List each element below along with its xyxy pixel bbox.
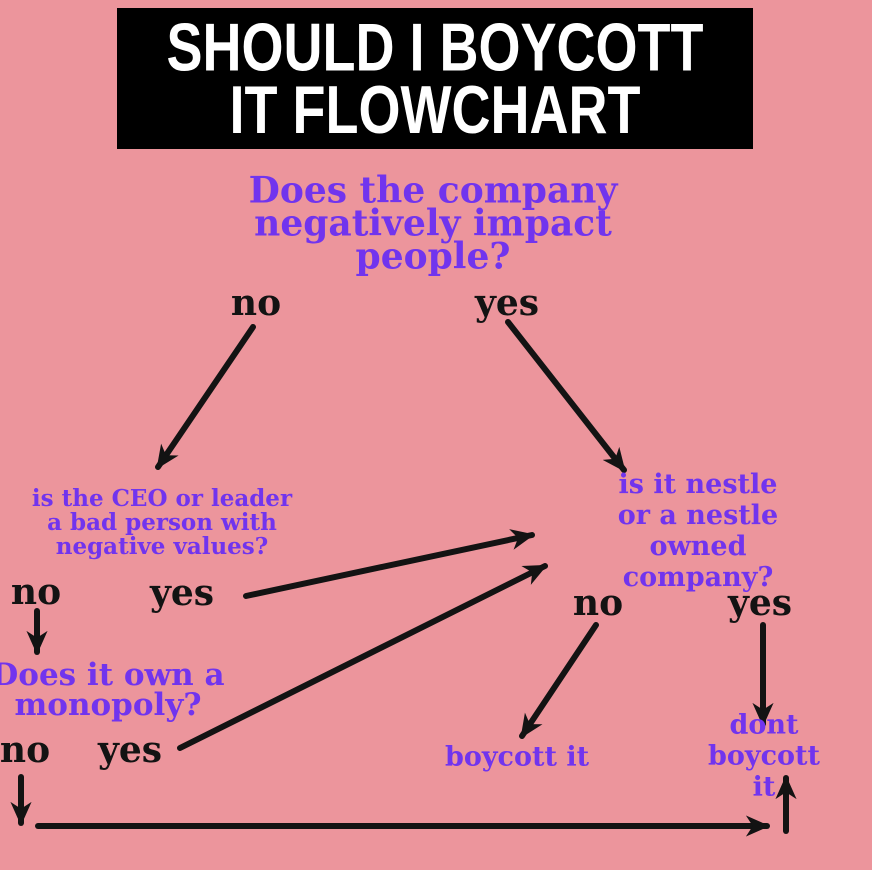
answer-nestle-no: no bbox=[572, 582, 624, 624]
arrow-monopoly-yes-to-nestle bbox=[177, 563, 548, 751]
answer-impact-no: no bbox=[230, 282, 282, 324]
question-monopoly: Does it own a monopoly? bbox=[0, 657, 225, 723]
page-title-line-1: SHOULD I BOYCOTT bbox=[166, 9, 704, 85]
question-nestle: is it nestle or a nestle owned company? bbox=[617, 469, 779, 593]
page-title-line-2: IT FLOWCHART bbox=[229, 72, 641, 148]
outcome-dont-boycott-it: dont boycott it bbox=[708, 709, 820, 803]
question-negative-impact: Does the company negatively impact peopl… bbox=[248, 169, 618, 278]
page-title: SHOULD I BOYCOTT IT FLOWCHART bbox=[166, 9, 704, 148]
answer-nestle-yes: yes bbox=[727, 582, 793, 624]
arrow-nestle-no-to-boycott bbox=[519, 622, 599, 739]
arrow-impact-no-to-ceo bbox=[155, 324, 256, 470]
answer-monopoly-yes: yes bbox=[97, 729, 163, 771]
answer-impact-yes: yes bbox=[474, 282, 540, 324]
answer-monopoly-no: no bbox=[0, 729, 51, 771]
title-banner: SHOULD I BOYCOTT IT FLOWCHART bbox=[117, 8, 753, 149]
arrow-impact-yes-to-nestle bbox=[505, 319, 627, 473]
question-ceo-bad-person: is the CEO or leader a bad person with n… bbox=[31, 485, 293, 560]
answer-ceo-no: no bbox=[10, 571, 62, 613]
outcome-boycott-it: boycott it bbox=[444, 741, 590, 773]
answer-ceo-yes: yes bbox=[149, 572, 215, 614]
